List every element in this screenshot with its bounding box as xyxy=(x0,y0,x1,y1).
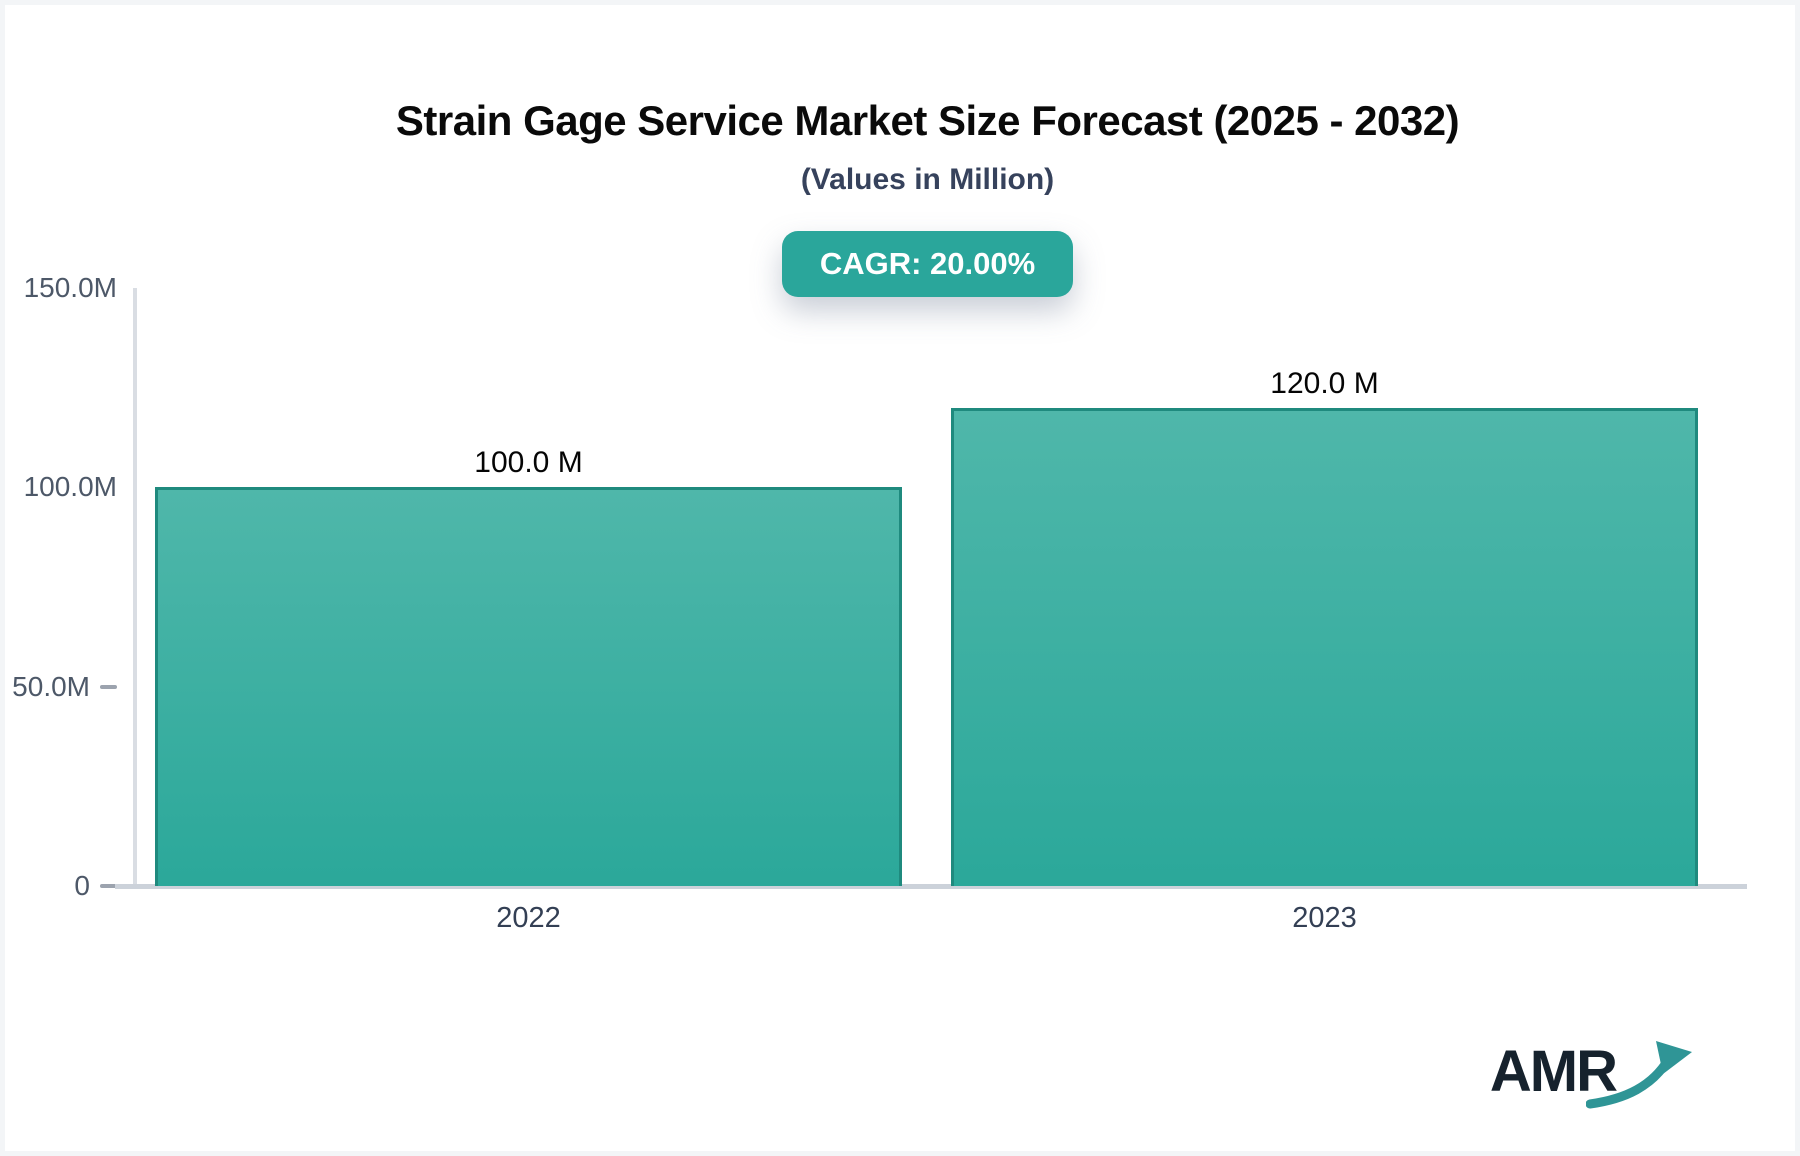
y-tick-label: 50.0M xyxy=(12,671,117,703)
tick-dash xyxy=(100,884,117,888)
brand-logo: AMR xyxy=(1489,1039,1698,1109)
growth-arrow-icon xyxy=(1586,1041,1692,1109)
bars-row: 100.0 M 2022 120.0 M 2023 xyxy=(155,288,1698,934)
y-axis-line xyxy=(133,288,137,889)
y-axis: 150.0M 100.0M 50.0M 0 xyxy=(5,272,117,901)
x-tick-label: 2023 xyxy=(1292,902,1357,934)
tick-dash xyxy=(100,684,117,689)
y-tick-label: 0 xyxy=(74,870,117,902)
x-tick-label: 2022 xyxy=(496,902,561,934)
chart-card: Strain Gage Service Market Size Forecast… xyxy=(5,5,1795,1151)
bar-2022[interactable] xyxy=(155,487,902,886)
chart-header: Strain Gage Service Market Size Forecast… xyxy=(50,5,1800,297)
brand-logo-text: AMR xyxy=(1489,1039,1618,1104)
bar-2023[interactable] xyxy=(951,407,1698,886)
x-axis-line xyxy=(115,884,1747,889)
bar-value-label: 120.0 M xyxy=(1270,366,1379,400)
chart-title: Strain Gage Service Market Size Forecast… xyxy=(395,97,1460,144)
bar-value-label: 100.0 M xyxy=(474,446,583,480)
bar-group: 120.0 M 2023 xyxy=(951,288,1698,934)
bar-group: 100.0 M 2022 xyxy=(155,288,902,934)
chart-subtitle: (Values in Million) xyxy=(800,163,1055,196)
y-tick-label: 100.0M xyxy=(23,471,117,503)
cagr-badge: CAGR: 20.00% xyxy=(781,231,1074,297)
y-tick-label: 150.0M xyxy=(23,272,117,303)
